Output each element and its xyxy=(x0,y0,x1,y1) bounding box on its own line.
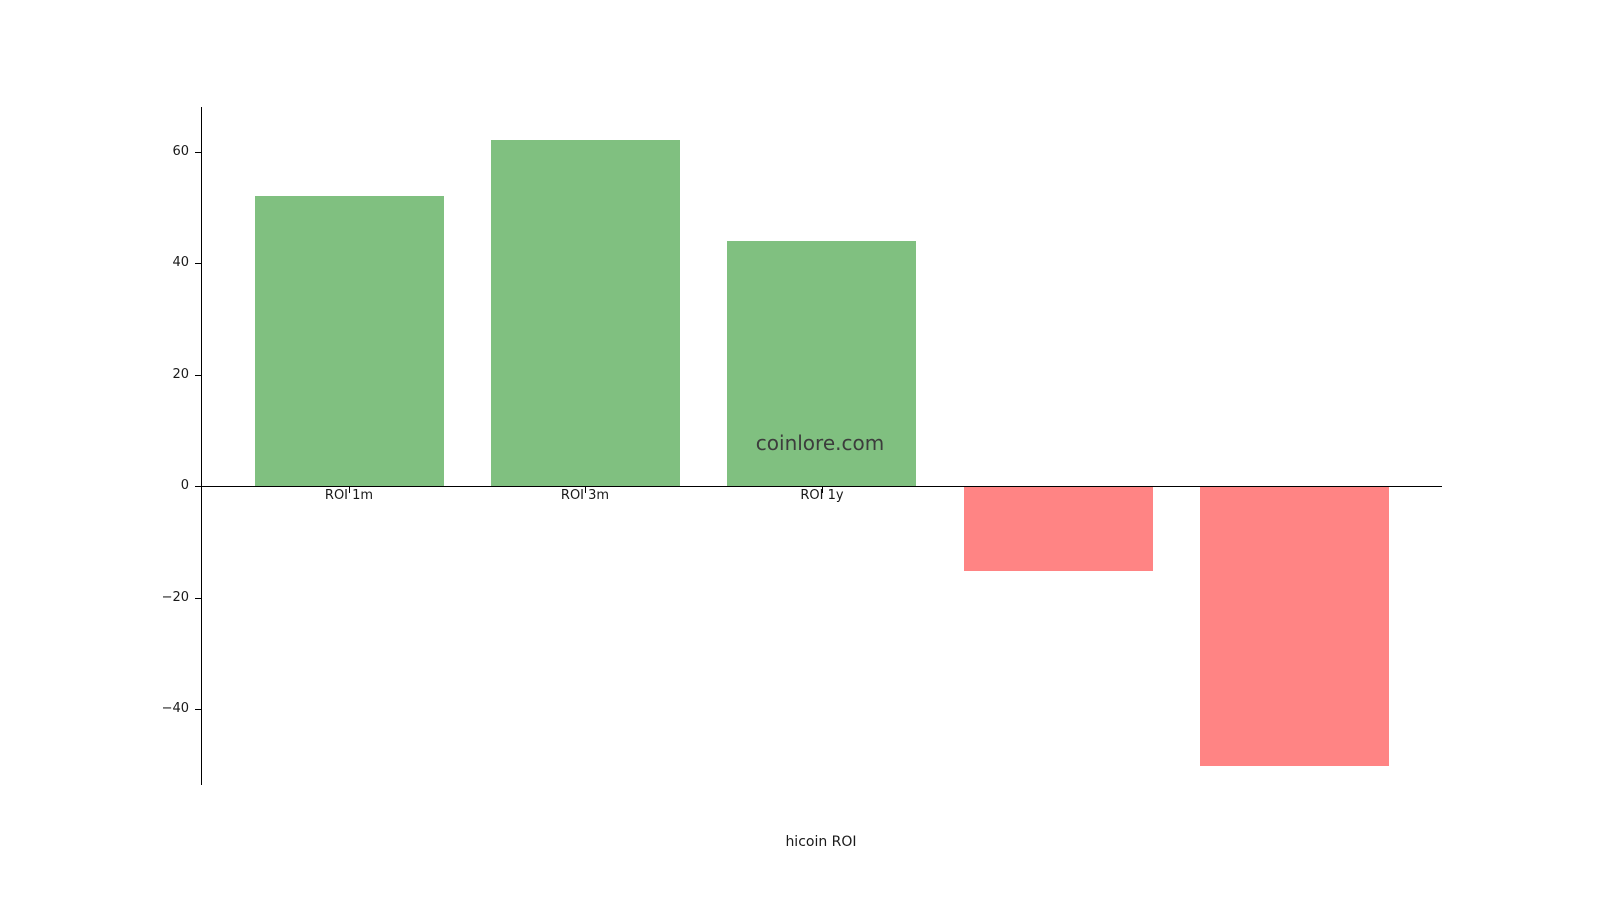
x-tick-label: ROI 1y xyxy=(800,488,844,503)
y-tick-label: 0 xyxy=(180,478,189,493)
watermark-text: coinlore.com xyxy=(755,431,885,455)
y-tick-mark xyxy=(195,152,201,153)
negative-roi-bar xyxy=(964,487,1153,571)
y-tick-mark xyxy=(195,598,201,599)
y-tick-label: 40 xyxy=(172,255,189,270)
y-tick-label: −20 xyxy=(161,590,189,605)
x-tick-mark xyxy=(349,487,350,493)
x-tick-mark xyxy=(822,487,823,493)
positive-roi-bar xyxy=(727,241,916,486)
x-tick-label: ROI 1m xyxy=(324,488,374,503)
y-tick-label: −40 xyxy=(161,701,189,716)
positive-roi-bar xyxy=(255,196,444,486)
positive-roi-bar xyxy=(491,140,680,486)
y-tick-mark xyxy=(195,375,201,376)
y-axis-line xyxy=(201,107,202,785)
y-tick-mark xyxy=(195,486,201,487)
negative-roi-bar xyxy=(1200,487,1389,766)
x-axis-line xyxy=(201,486,1442,487)
y-tick-label: 20 xyxy=(172,367,189,382)
y-tick-label: 60 xyxy=(172,144,189,159)
y-tick-mark xyxy=(195,709,201,710)
y-tick-mark xyxy=(195,263,201,264)
x-axis-title: hicoin ROI xyxy=(785,834,857,850)
x-tick-mark xyxy=(585,487,586,493)
x-tick-label: ROI 3m xyxy=(560,488,610,503)
